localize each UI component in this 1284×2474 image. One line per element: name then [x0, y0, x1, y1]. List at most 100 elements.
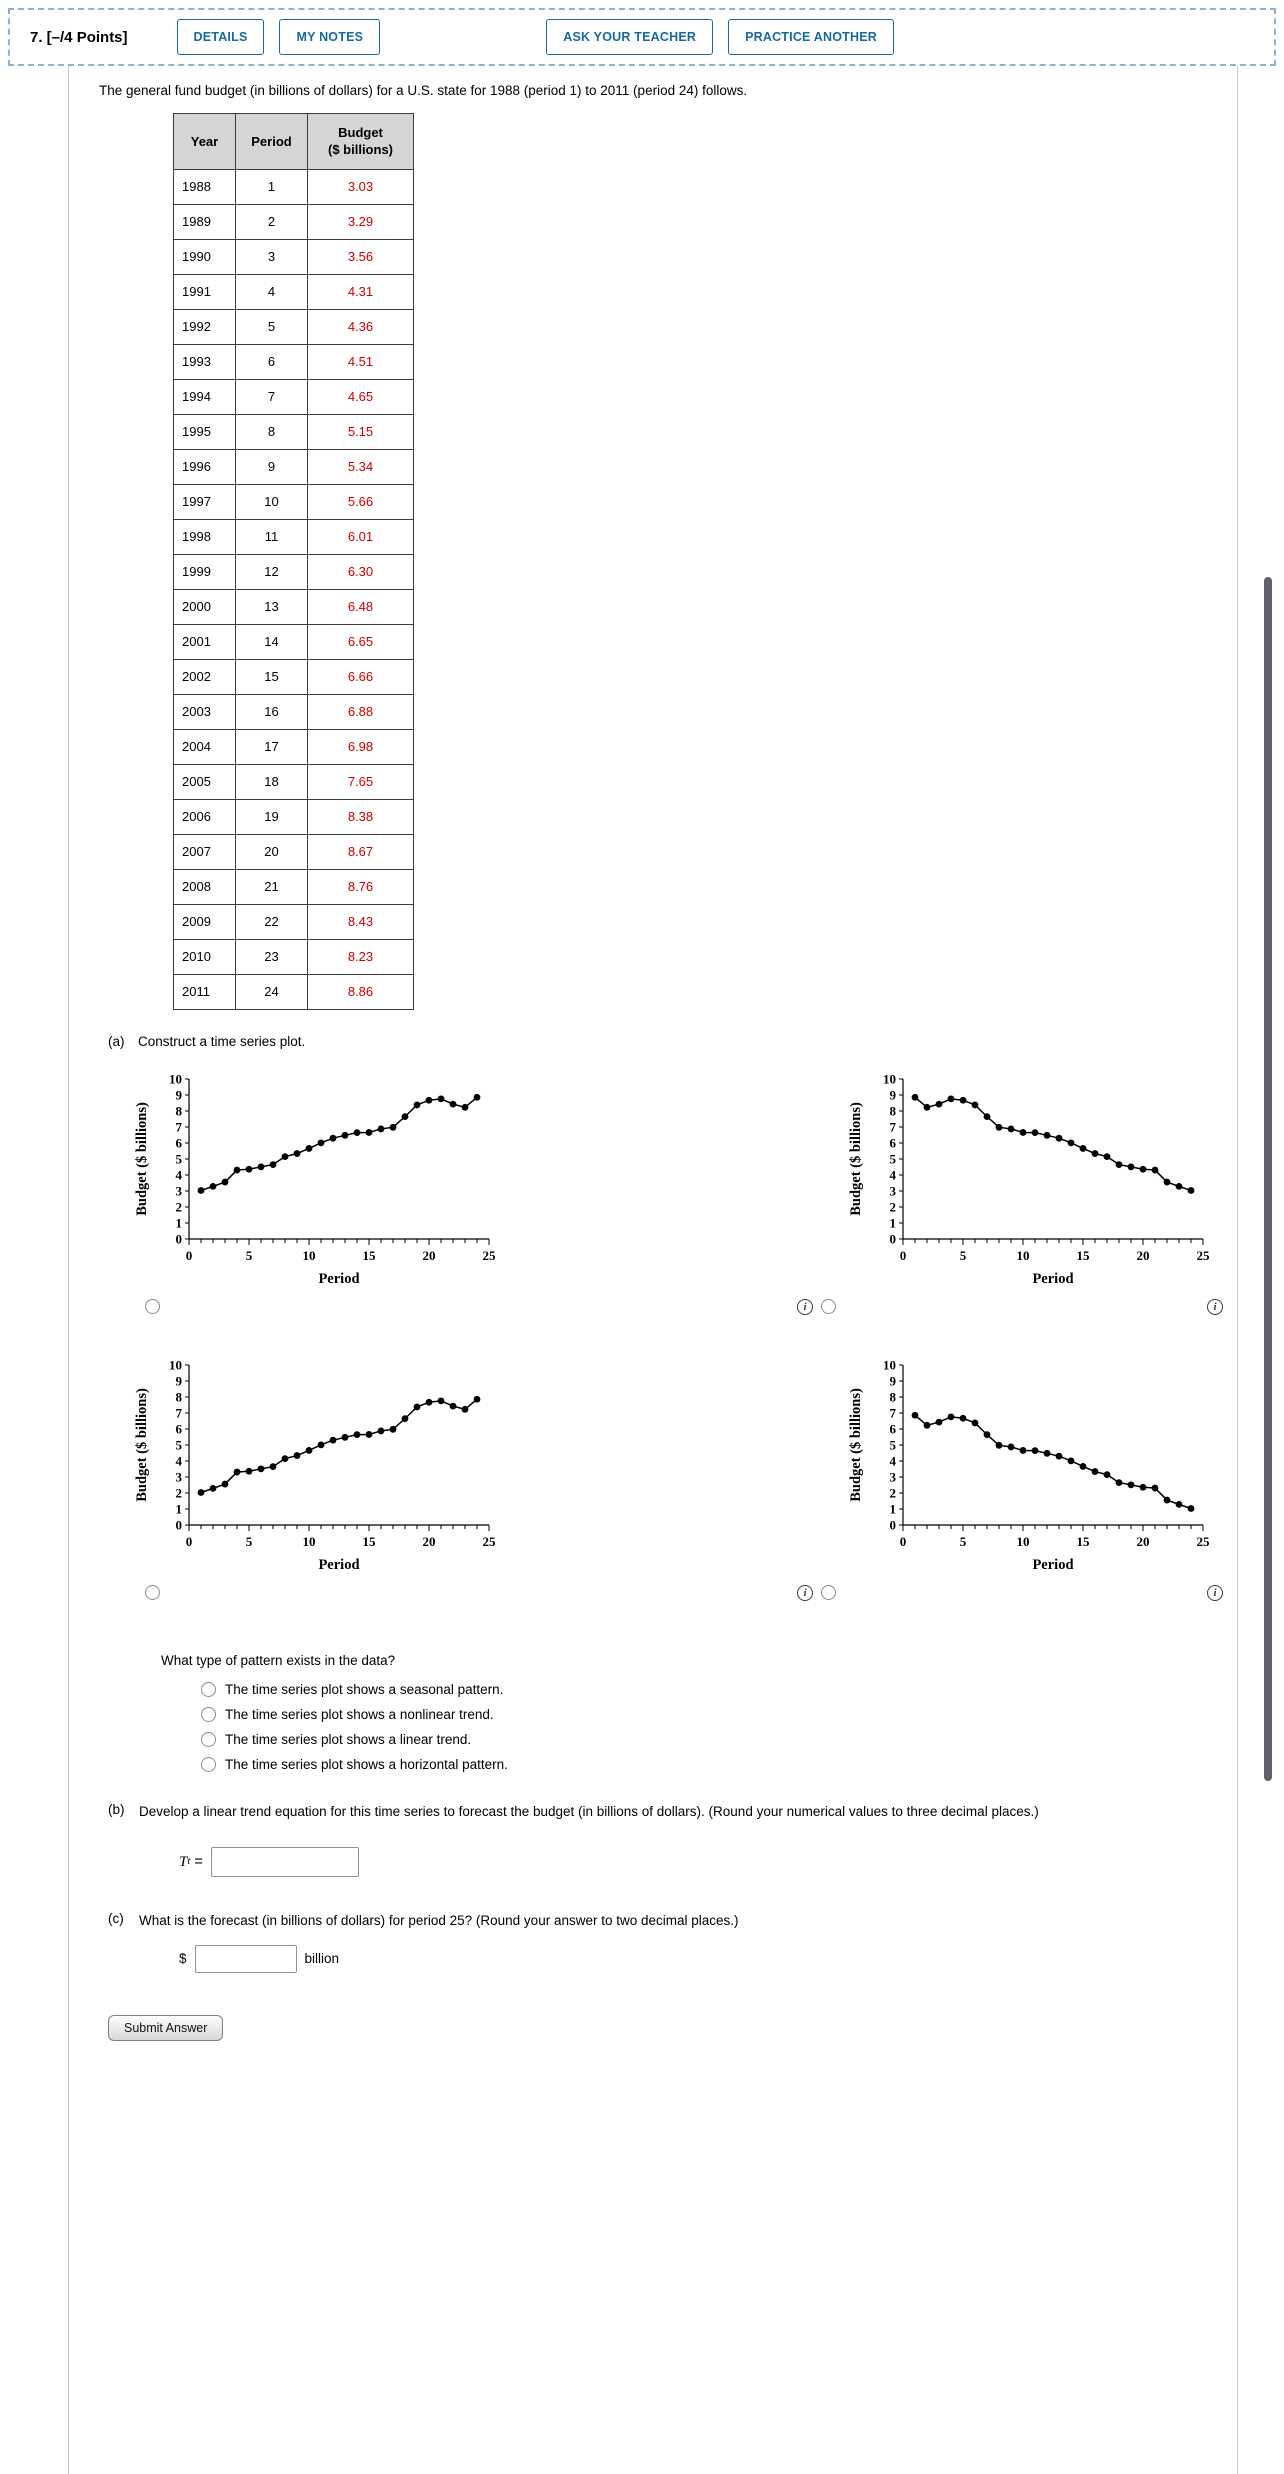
pattern-option-3-radio[interactable]	[201, 1731, 216, 1747]
table-row: 2011 24 8.86	[173, 973, 414, 1010]
budget-cell: 8.38	[307, 798, 414, 835]
budget-cell: 3.29	[307, 203, 414, 240]
table-row: 1997 10 5.66	[173, 483, 414, 520]
svg-text:15: 15	[363, 1248, 377, 1263]
svg-text:2: 2	[890, 1485, 897, 1500]
question-header: 7. [–/4 Points] DETAILS MY NOTES ASK YOU…	[8, 8, 1276, 66]
period-cell: 6	[235, 343, 308, 380]
unit-suffix: billion	[304, 1951, 340, 1967]
table-row: 2010 23 8.23	[173, 938, 414, 975]
pattern-option-4-label: The time series plot shows a horizontal …	[225, 1756, 508, 1772]
year-cell: 2001	[173, 623, 236, 660]
svg-text:5: 5	[246, 1534, 253, 1549]
question-number-points: 7. [–/4 Points]	[30, 28, 128, 46]
table-row: 1988 1 3.03	[173, 168, 414, 205]
svg-text:1: 1	[890, 1501, 897, 1516]
table-row: 2000 13 6.48	[173, 588, 414, 625]
svg-text:5: 5	[176, 1151, 183, 1166]
year-cell: 1998	[173, 518, 236, 555]
budget-cell: 4.65	[307, 378, 414, 415]
table-row: 2008 21 8.76	[173, 868, 414, 905]
svg-text:7: 7	[890, 1405, 897, 1420]
pattern-question-prompt: What type of pattern exists in the data?	[161, 1652, 396, 1668]
question-body: The general fund budget (in billions of …	[68, 66, 1238, 2474]
year-cell: 1997	[173, 483, 236, 520]
trend-equation-input[interactable]	[210, 1847, 359, 1878]
pattern-option-1-radio[interactable]	[201, 1681, 216, 1697]
pattern-question: What type of pattern exists in the data?…	[161, 1653, 1217, 1772]
year-cell: 1995	[173, 413, 236, 450]
svg-text:20: 20	[423, 1248, 436, 1263]
equation-variable: T	[179, 1853, 188, 1870]
year-cell: 1989	[173, 203, 236, 240]
table-row: 1991 4 4.31	[173, 273, 414, 310]
svg-text:25: 25	[483, 1534, 497, 1549]
svg-text:Budget ($ billions): Budget ($ billions)	[848, 1102, 864, 1216]
svg-text:8: 8	[176, 1103, 183, 1118]
budget-cell: 4.51	[307, 343, 414, 380]
my-notes-button[interactable]: MY NOTES	[279, 19, 381, 55]
period-cell: 4	[235, 273, 308, 310]
pattern-option-4-radio[interactable]	[201, 1756, 216, 1772]
svg-text:6: 6	[890, 1421, 897, 1436]
part-b-prompt: Develop a linear trend equation for this…	[139, 1803, 1039, 1819]
pattern-option-4[interactable]: The time series plot shows a horizontal …	[201, 1756, 1217, 1772]
svg-text:9: 9	[890, 1087, 897, 1102]
svg-text:Budget ($ billions): Budget ($ billions)	[134, 1102, 150, 1216]
plot-option-2: 0 1 2 3 4 5 6 7 8 9 10 0 5 10 15 20 25 Period Budget ($ bi…	[819, 1069, 1231, 1315]
info-icon[interactable]: i	[1207, 1584, 1223, 1601]
scrollbar-thumb[interactable]	[1264, 577, 1272, 1781]
svg-text:Period: Period	[1032, 1271, 1073, 1287]
info-icon[interactable]: i	[1207, 1298, 1223, 1315]
year-cell: 2002	[173, 658, 236, 695]
year-cell: 2010	[173, 938, 236, 975]
svg-text:0: 0	[176, 1231, 183, 1246]
budget-cell: 6.66	[307, 658, 414, 695]
year-cell: 1996	[173, 448, 236, 485]
svg-text:15: 15	[1077, 1534, 1091, 1549]
plot-option-4-radio[interactable]	[821, 1585, 836, 1601]
practice-another-button[interactable]: PRACTICE ANOTHER	[728, 19, 894, 55]
period-cell: 22	[235, 903, 308, 940]
plot-option-2-radio[interactable]	[821, 1299, 836, 1315]
svg-text:6: 6	[890, 1135, 897, 1150]
svg-text:Budget ($ billions): Budget ($ billions)	[134, 1388, 150, 1502]
svg-text:8: 8	[176, 1389, 183, 1404]
part-a-label: (a)	[108, 1033, 125, 1049]
pattern-option-1[interactable]: The time series plot shows a seasonal pa…	[201, 1681, 1217, 1697]
part-a: (a) Construct a time series plot.	[108, 1034, 1217, 1049]
table-header-row: Year Period Budget ($ billions)	[173, 112, 414, 170]
period-cell: 15	[235, 658, 308, 695]
period-cell: 11	[235, 518, 308, 555]
table-row: 2007 20 8.67	[173, 833, 414, 870]
period-cell: 16	[235, 693, 308, 730]
plot-option-1: 0 1 2 3 4 5 6 7 8 9 10 0 5 10 15 20 25 Period Budget ($ bi…	[131, 1069, 819, 1315]
table-row: 1999 12 6.30	[173, 553, 414, 590]
svg-text:6: 6	[176, 1135, 183, 1150]
info-icon[interactable]: i	[797, 1298, 813, 1315]
ask-your-teacher-button[interactable]: ASK YOUR TEACHER	[546, 19, 714, 55]
svg-text:4: 4	[890, 1167, 897, 1182]
plot-option-1-radio[interactable]	[145, 1299, 160, 1315]
budget-table: Year Period Budget ($ billions) 1988 1 3.0…	[173, 112, 414, 1010]
period-cell: 13	[235, 588, 308, 625]
pattern-option-2[interactable]: The time series plot shows a nonlinear t…	[201, 1706, 1217, 1722]
svg-text:3: 3	[890, 1469, 897, 1484]
svg-text:4: 4	[176, 1167, 183, 1182]
svg-text:25: 25	[1197, 1534, 1211, 1549]
time-series-plot-options: 0 1 2 3 4 5 6 7 8 9 10 0 5 10 15 20 25 Period Budget ($ bi…	[131, 1069, 1223, 1601]
table-row: 1992 5 4.36	[173, 308, 414, 345]
year-cell: 2007	[173, 833, 236, 870]
details-button[interactable]: DETAILS	[176, 19, 265, 55]
pattern-option-3[interactable]: The time series plot shows a linear tren…	[201, 1731, 1217, 1747]
budget-table-body: 1988 1 3.03 1989 2 3.29 1990 3 3.56 1991 4 4.31 1992…	[173, 168, 414, 1010]
submit-answer-button[interactable]: Submit Answer	[108, 2015, 224, 2042]
pattern-option-2-radio[interactable]	[201, 1706, 216, 1722]
forecast-input[interactable]	[194, 1945, 297, 1974]
period-cell: 12	[235, 553, 308, 590]
budget-cell: 6.48	[307, 588, 414, 625]
plot-option-3-radio[interactable]	[145, 1585, 160, 1601]
info-icon[interactable]: i	[797, 1584, 813, 1601]
period-cell: 1	[235, 168, 308, 205]
